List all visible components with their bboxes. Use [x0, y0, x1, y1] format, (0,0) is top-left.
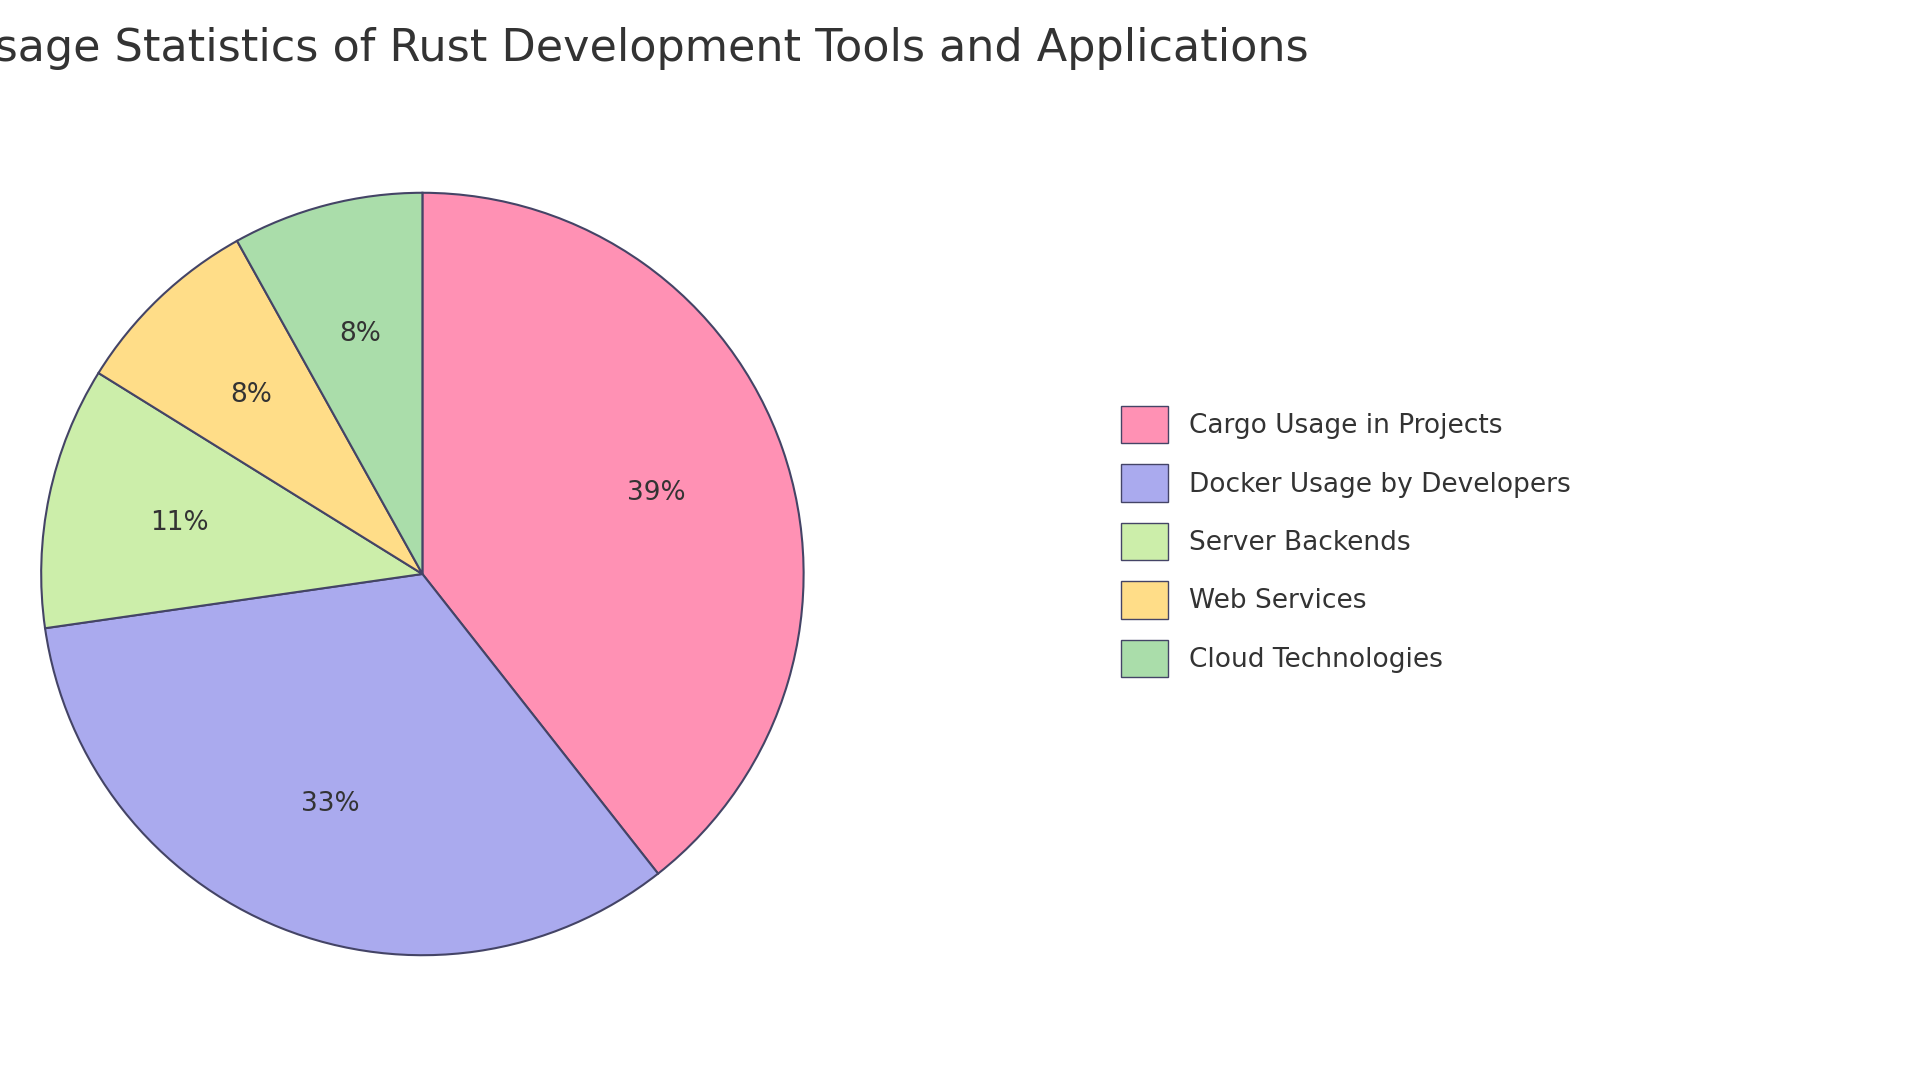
Text: 39%: 39% [628, 480, 685, 506]
Wedge shape [40, 373, 422, 628]
Wedge shape [422, 193, 804, 874]
Text: 8%: 8% [340, 322, 380, 348]
Text: 8%: 8% [230, 381, 273, 407]
Wedge shape [44, 574, 659, 955]
Wedge shape [236, 193, 422, 574]
Legend: Cargo Usage in Projects, Docker Usage by Developers, Server Backends, Web Servic: Cargo Usage in Projects, Docker Usage by… [1108, 393, 1584, 690]
Wedge shape [98, 240, 422, 574]
Text: 11%: 11% [150, 510, 209, 536]
Text: 33%: 33% [301, 791, 359, 817]
Text: Usage Statistics of Rust Development Tools and Applications: Usage Statistics of Rust Development Too… [0, 27, 1308, 70]
